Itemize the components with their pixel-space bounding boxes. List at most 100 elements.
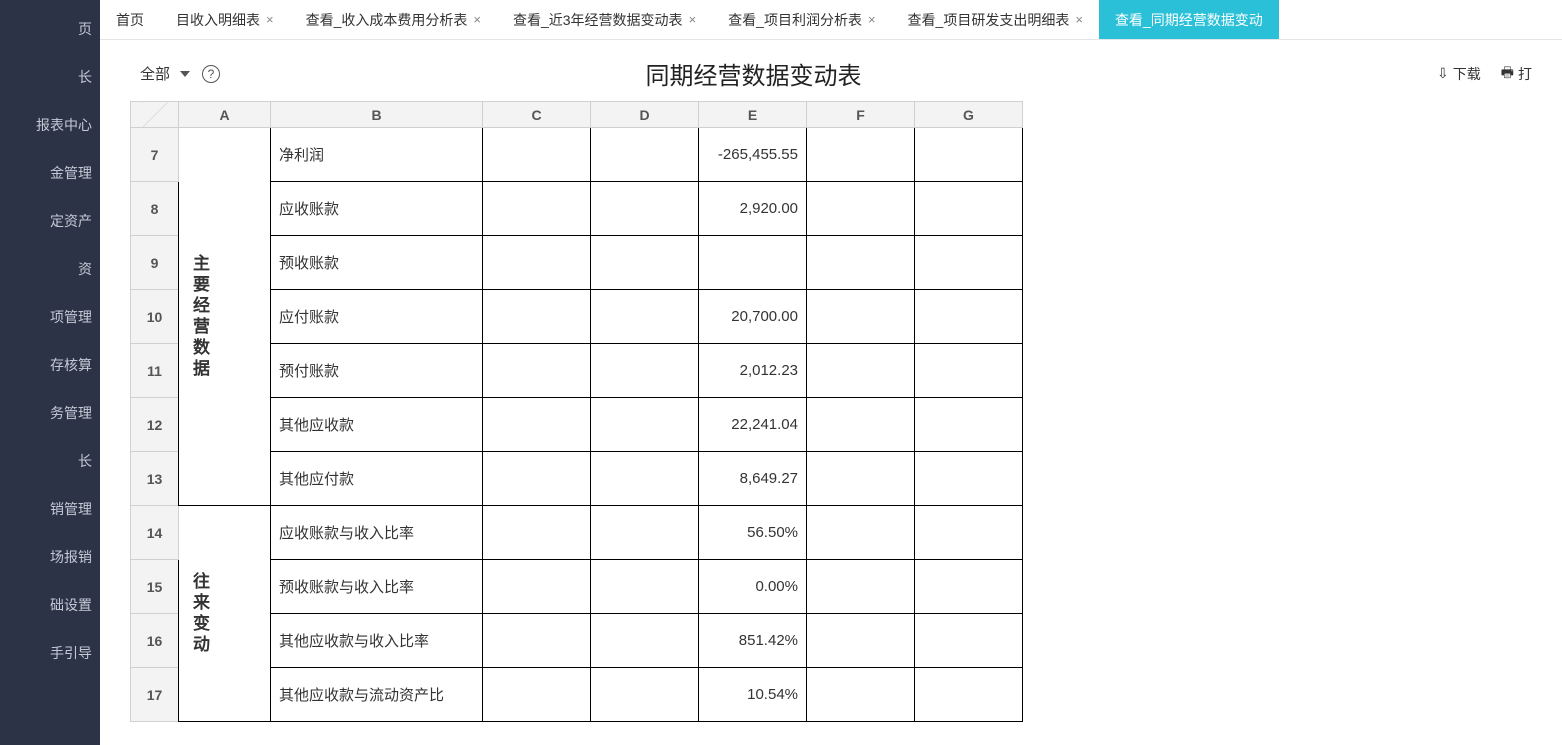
cell-C15[interactable] — [483, 560, 591, 614]
category-cell[interactable]: 往来变动 — [179, 506, 271, 722]
cell-C13[interactable] — [483, 452, 591, 506]
cell-D7[interactable] — [591, 128, 699, 182]
cell-B8[interactable]: 应收账款 — [271, 182, 483, 236]
close-icon[interactable]: × — [266, 12, 274, 27]
tab-5[interactable]: 查看_项目研发支出明细表× — [892, 0, 1099, 39]
sidebar-item-12[interactable]: 础设置 — [0, 581, 100, 629]
row-header-12[interactable]: 12 — [131, 398, 179, 452]
cell-G9[interactable] — [915, 236, 1023, 290]
sidebar-item-6[interactable]: 项管理 — [0, 293, 100, 341]
close-icon[interactable]: × — [1075, 12, 1083, 27]
cell-C9[interactable] — [483, 236, 591, 290]
print-button[interactable]: 🖶 打 — [1501, 62, 1532, 86]
col-header-D[interactable]: D — [591, 102, 699, 128]
close-icon[interactable]: × — [689, 12, 697, 27]
cell-C8[interactable] — [483, 182, 591, 236]
cell-G16[interactable] — [915, 614, 1023, 668]
cell-D11[interactable] — [591, 344, 699, 398]
cell-G11[interactable] — [915, 344, 1023, 398]
sidebar-item-11[interactable]: 场报销 — [0, 533, 100, 581]
cell-F7[interactable] — [807, 128, 915, 182]
row-header-17[interactable]: 17 — [131, 668, 179, 722]
cell-B15[interactable]: 预收账款与收入比率 — [271, 560, 483, 614]
row-header-13[interactable]: 13 — [131, 452, 179, 506]
cell-G13[interactable] — [915, 452, 1023, 506]
cell-C12[interactable] — [483, 398, 591, 452]
row-header-7[interactable]: 7 — [131, 128, 179, 182]
col-header-E[interactable]: E — [699, 102, 807, 128]
cell-B14[interactable]: 应收账款与收入比率 — [271, 506, 483, 560]
cell-D15[interactable] — [591, 560, 699, 614]
cell-C11[interactable] — [483, 344, 591, 398]
row-header-11[interactable]: 11 — [131, 344, 179, 398]
sidebar-item-0[interactable]: 页 — [0, 5, 100, 53]
cell-F8[interactable] — [807, 182, 915, 236]
row-header-9[interactable]: 9 — [131, 236, 179, 290]
cell-F14[interactable] — [807, 506, 915, 560]
cell-F9[interactable] — [807, 236, 915, 290]
cell-B10[interactable]: 应付账款 — [271, 290, 483, 344]
sidebar-item-1[interactable]: 长 — [0, 53, 100, 101]
cell-E7[interactable]: -265,455.55 — [699, 128, 807, 182]
cell-D13[interactable] — [591, 452, 699, 506]
cell-D8[interactable] — [591, 182, 699, 236]
cell-C14[interactable] — [483, 506, 591, 560]
cell-E10[interactable]: 20,700.00 — [699, 290, 807, 344]
tab-0[interactable]: 首页 — [100, 0, 160, 39]
cell-C17[interactable] — [483, 668, 591, 722]
col-header-A[interactable]: A — [179, 102, 271, 128]
spreadsheet-area[interactable]: ABCDEFG7主要经营数据净利润-265,455.558应收账款2,920.0… — [100, 101, 1562, 745]
row-header-14[interactable]: 14 — [131, 506, 179, 560]
cell-G7[interactable] — [915, 128, 1023, 182]
sidebar-item-3[interactable]: 金管理 — [0, 149, 100, 197]
cell-E9[interactable] — [699, 236, 807, 290]
sidebar-item-8[interactable]: 务管理 — [0, 389, 100, 437]
cell-D10[interactable] — [591, 290, 699, 344]
cell-B12[interactable]: 其他应收款 — [271, 398, 483, 452]
cell-G10[interactable] — [915, 290, 1023, 344]
cell-B9[interactable]: 预收账款 — [271, 236, 483, 290]
cell-G8[interactable] — [915, 182, 1023, 236]
cell-F11[interactable] — [807, 344, 915, 398]
cell-G15[interactable] — [915, 560, 1023, 614]
sidebar-item-4[interactable]: 定资产 — [0, 197, 100, 245]
tab-3[interactable]: 查看_近3年经营数据变动表× — [497, 0, 712, 39]
cell-G14[interactable] — [915, 506, 1023, 560]
tab-4[interactable]: 查看_项目利润分析表× — [712, 0, 891, 39]
cell-E14[interactable]: 56.50% — [699, 506, 807, 560]
cell-F17[interactable] — [807, 668, 915, 722]
cell-D14[interactable] — [591, 506, 699, 560]
cell-D9[interactable] — [591, 236, 699, 290]
col-header-F[interactable]: F — [807, 102, 915, 128]
cell-E11[interactable]: 2,012.23 — [699, 344, 807, 398]
close-icon[interactable]: × — [473, 12, 481, 27]
cell-F16[interactable] — [807, 614, 915, 668]
download-button[interactable]: ⇩ 下载 — [1437, 64, 1481, 84]
sidebar-item-7[interactable]: 存核算 — [0, 341, 100, 389]
row-header-15[interactable]: 15 — [131, 560, 179, 614]
tab-1[interactable]: 目收入明细表× — [160, 0, 290, 39]
sidebar-item-2[interactable]: 报表中心 — [0, 101, 100, 149]
cell-E16[interactable]: 851.42% — [699, 614, 807, 668]
cell-D17[interactable] — [591, 668, 699, 722]
row-header-8[interactable]: 8 — [131, 182, 179, 236]
cell-F15[interactable] — [807, 560, 915, 614]
corner-cell[interactable] — [131, 102, 179, 128]
close-icon[interactable]: × — [868, 12, 876, 27]
category-cell[interactable]: 主要经营数据 — [179, 128, 271, 506]
sidebar-item-10[interactable]: 销管理 — [0, 485, 100, 533]
col-header-C[interactable]: C — [483, 102, 591, 128]
cell-F13[interactable] — [807, 452, 915, 506]
cell-E13[interactable]: 8,649.27 — [699, 452, 807, 506]
cell-E12[interactable]: 22,241.04 — [699, 398, 807, 452]
cell-F10[interactable] — [807, 290, 915, 344]
tab-2[interactable]: 查看_收入成本费用分析表× — [290, 0, 497, 39]
cell-G17[interactable] — [915, 668, 1023, 722]
cell-E8[interactable]: 2,920.00 — [699, 182, 807, 236]
cell-C16[interactable] — [483, 614, 591, 668]
sidebar-item-5[interactable]: 资 — [0, 245, 100, 293]
cell-B16[interactable]: 其他应收款与收入比率 — [271, 614, 483, 668]
cell-F12[interactable] — [807, 398, 915, 452]
cell-B7[interactable]: 净利润 — [271, 128, 483, 182]
cell-E17[interactable]: 10.54% — [699, 668, 807, 722]
